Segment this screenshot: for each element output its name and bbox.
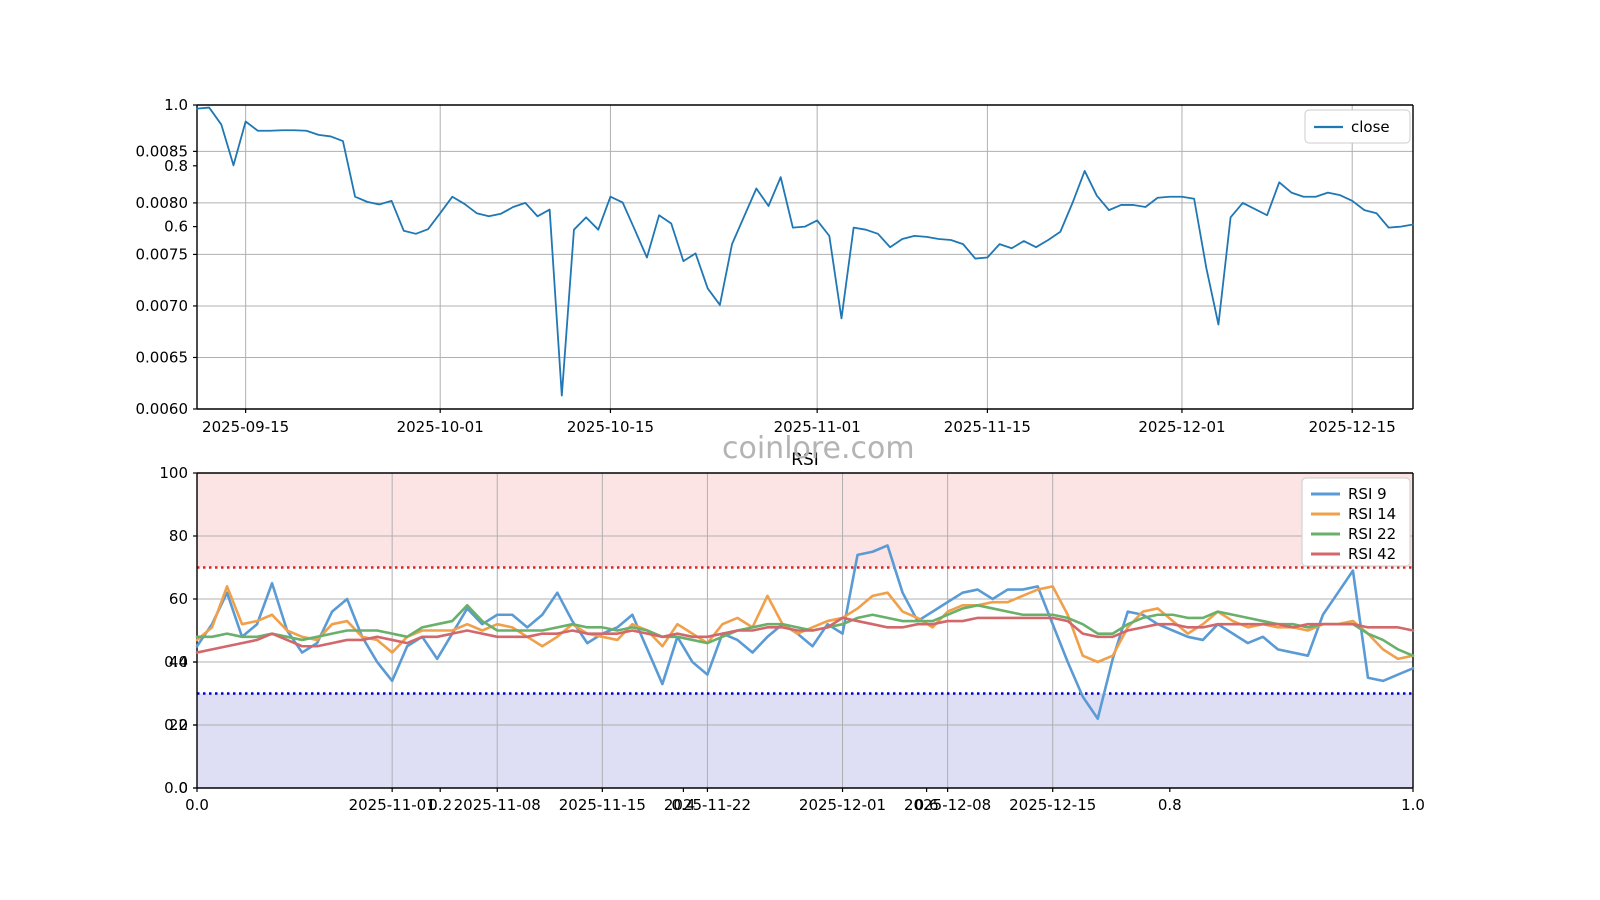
rsi-band xyxy=(197,693,1413,788)
price-ytick-label: 0.0070 xyxy=(136,297,189,315)
rsi-xtick-overlay-label: 0.4 xyxy=(671,796,695,814)
rsi-legend-label: RSI 14 xyxy=(1348,505,1396,523)
price-ytick-overlay-label: 0.8 xyxy=(164,157,188,175)
rsi-ytick-label: 0 xyxy=(178,779,188,797)
rsi-legend-label: RSI 9 xyxy=(1348,485,1387,503)
rsi-series-rsi-22 xyxy=(195,604,1415,657)
price-xtick-label: 2025-10-15 xyxy=(567,418,654,436)
rsi-xtick-label: 2025-11-15 xyxy=(559,796,646,814)
rsi-xtick-overlay-label: 0.2 xyxy=(428,796,452,814)
price-chart-svg: 0.0060 0.0065 0.0070 0.0075 0.0080 0.0085 0.6 0… xyxy=(136,96,1414,436)
price-xtick-label: 2025-12-15 xyxy=(1309,418,1396,436)
rsi-xtick-overlay-label: 1.0 xyxy=(1401,796,1425,814)
rsi-xtick-overlay-label: 0.8 xyxy=(1158,796,1182,814)
rsi-legend-label: RSI 42 xyxy=(1348,545,1396,563)
watermark: coinlore.com xyxy=(722,431,915,466)
rsi-ytick-label: 80 xyxy=(169,527,188,545)
rsi-band xyxy=(197,473,1413,568)
price-ytick-overlay-label: 0.6 xyxy=(164,218,188,236)
price-xtick-label: 2025-09-15 xyxy=(202,418,289,436)
rsi-chart-panel: 0 20 40 60 80 100 0.0 0.2 0.4 2025-11-01 2025-11-0… xyxy=(0,440,1600,900)
rsi-xtick-label: 2025-11-01 xyxy=(349,796,436,814)
rsi-ytick-overlay-label: 0.4 xyxy=(164,653,188,671)
price-ytick-label: 0.0065 xyxy=(136,348,189,366)
price-legend-label: close xyxy=(1351,118,1390,136)
rsi-chart-svg: 0 20 40 60 80 100 0.0 0.2 0.4 2025-11-01 2025-11-0… xyxy=(159,450,1425,814)
rsi-ytick-label: 100 xyxy=(159,464,188,482)
price-ytick-label: 0.0060 xyxy=(136,400,189,418)
rsi-legend-box xyxy=(1301,477,1411,567)
price-ytick-label: 0.0075 xyxy=(136,245,189,263)
rsi-ytick-overlay-label: 0.0 xyxy=(164,779,188,797)
rsi-series-rsi-9 xyxy=(195,544,1415,720)
rsi-ytick-label: 20 xyxy=(169,716,188,734)
rsi-title: RSI xyxy=(791,450,819,470)
rsi-series-rsi-42 xyxy=(195,616,1415,654)
rsi-xtick-overlay-label: 0.6 xyxy=(915,796,939,814)
rsi-ytick-label: 60 xyxy=(169,590,188,608)
price-xtick-label: 2025-11-01 xyxy=(774,418,861,436)
rsi-legend-label: RSI 22 xyxy=(1348,525,1396,543)
price-xtick-label: 2025-10-01 xyxy=(397,418,484,436)
price-ytick-overlay-label: 1.0 xyxy=(164,96,188,114)
rsi-xtick-label: 2025-12-08 xyxy=(904,796,991,814)
price-ytick-label: 0.0085 xyxy=(136,142,189,160)
watermark-text: coinlore.com xyxy=(722,431,915,466)
rsi-ytick-overlay-label: 0.2 xyxy=(164,716,188,734)
price-series-close xyxy=(196,106,1414,397)
price-xtick-label: 2025-11-15 xyxy=(944,418,1031,436)
rsi-xtick-label: 2025-12-01 xyxy=(799,796,886,814)
rsi-xtick-label: 2025-11-08 xyxy=(454,796,541,814)
rsi-xtick-label: 2025-11-22 xyxy=(664,796,751,814)
price-legend-box xyxy=(1304,109,1411,144)
price-chart-panel: 0.0060 0.0065 0.0070 0.0075 0.0080 0.0085 0.6 0… xyxy=(136,96,1414,436)
rsi-xtick-label: 2025-12-15 xyxy=(1009,796,1096,814)
price-ytick-label: 0.0080 xyxy=(136,194,189,212)
rsi-ytick-label: 40 xyxy=(169,653,188,671)
rsi-xtick-overlay-label: 0.0 xyxy=(185,796,209,814)
price-xtick-label: 2025-12-01 xyxy=(1138,418,1225,436)
